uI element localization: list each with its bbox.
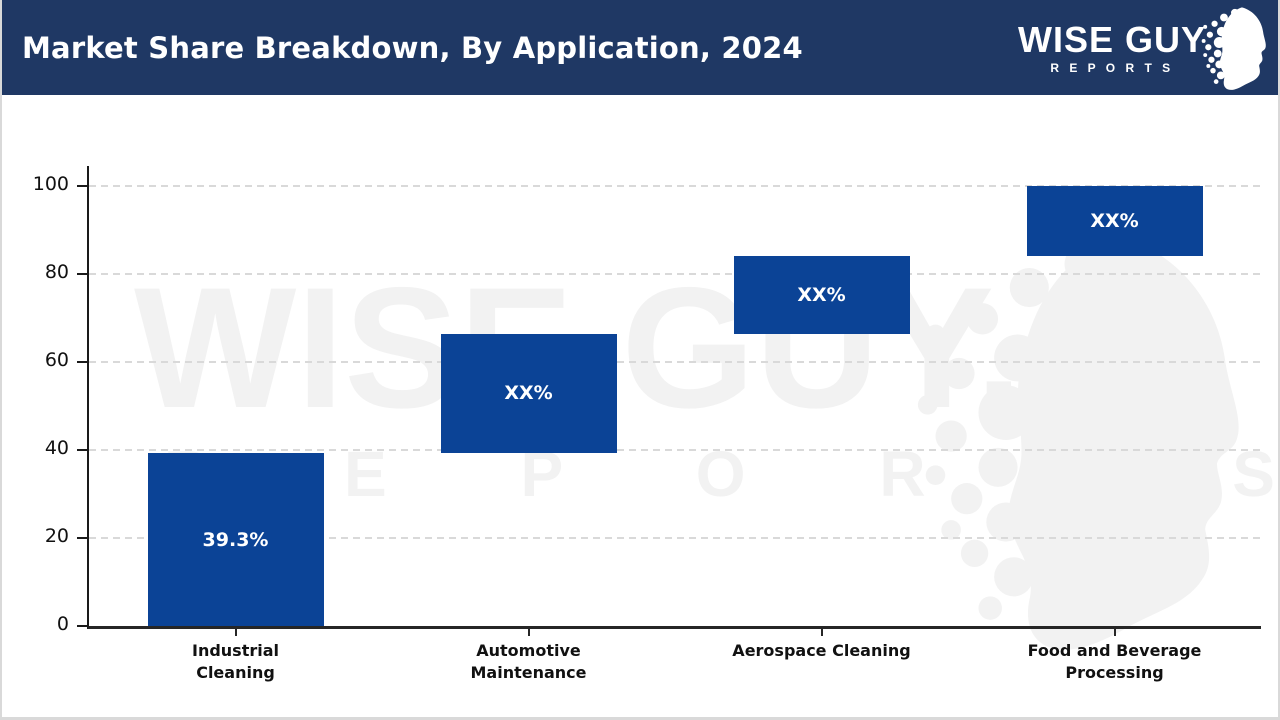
bar: XX% [733,255,910,334]
y-tick-label: 20 [44,525,69,547]
x-tick [820,629,823,636]
y-tick-label: 60 [44,349,69,371]
gridline [89,185,1261,187]
bar-value-label: 39.3% [202,528,269,551]
x-axis-label: Automotive Maintenance [470,641,587,682]
y-tick-label: 40 [44,437,69,459]
brand-name: WISE GUY [1017,18,1206,60]
bar-value-label: XX% [1090,209,1139,232]
gridline [89,449,1261,451]
x-tick [234,629,237,636]
y-tick [77,625,87,627]
x-tick [527,629,530,636]
bar-value-label: XX% [797,283,846,306]
page-title: Market Share Breakdown, By Application, … [22,30,803,65]
brand-subname: R E P O R T S [1050,60,1174,75]
x-axis-label: Food and Beverage Processing [1027,641,1202,682]
y-tick [77,185,87,187]
brand-logo: WISE GUY R E P O R T S [1018,4,1270,92]
x-tick [1113,629,1116,636]
gridline [89,361,1261,363]
plot-area: 0 20 40 60 80 100 39.3% XX% XX% XX% [33,166,1261,635]
header-bar: Market Share Breakdown, By Application, … [2,0,1278,95]
brand-logo-text: WISE GUY R E P O R T S [1017,18,1206,75]
bar-value-label: XX% [504,382,553,405]
y-tick-label: 100 [32,173,69,195]
bar: 39.3% [147,453,324,626]
x-axis: Industrial Cleaning Automotive Maintenance A… [89,629,1259,699]
x-axis-label: Industrial Cleaning [191,641,280,682]
bar: XX% [1026,186,1203,256]
gridline [89,273,1261,275]
y-tick [77,449,87,451]
y-tick-label: 0 [56,613,69,635]
y-tick-label: 80 [44,261,69,283]
y-tick [77,361,87,363]
y-tick [77,273,87,275]
gridline [89,537,1261,539]
x-axis-label: Aerospace Cleaning [732,641,911,660]
bar: XX% [440,333,617,454]
y-tick [77,537,87,539]
